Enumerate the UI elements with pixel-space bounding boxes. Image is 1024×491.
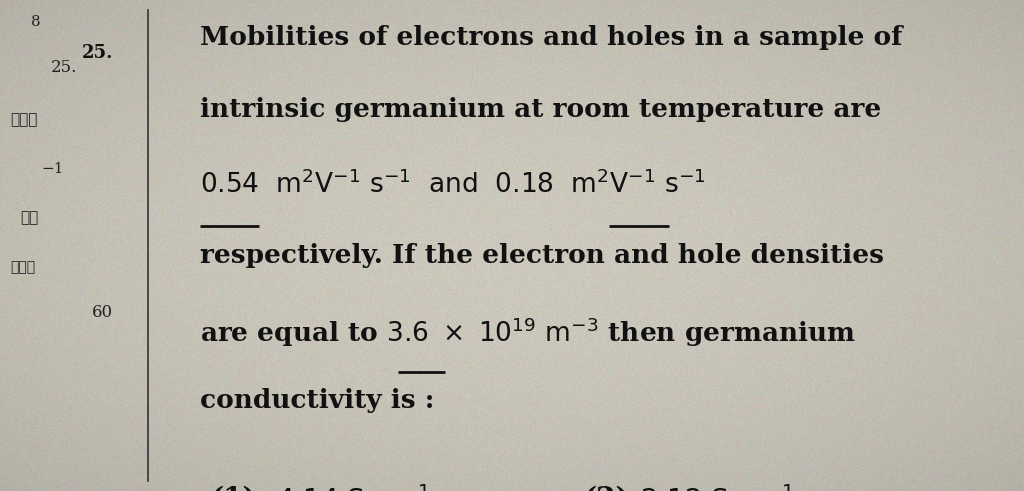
Text: 8: 8	[31, 15, 40, 29]
Text: 25.: 25.	[82, 44, 114, 62]
Text: (1): (1)	[210, 486, 255, 491]
Text: −1: −1	[41, 162, 63, 176]
Text: $0.54\ \ \mathrm{m^2V^{-1}\ s^{-1}}\ \ \mathrm{and}\ \ 0.18\ \ \mathrm{m^2V^{-1}: $0.54\ \ \mathrm{m^2V^{-1}\ s^{-1}}\ \ \…	[200, 170, 706, 198]
Text: $2.12\ \mathrm{S\ m^{-1}}$: $2.12\ \mathrm{S\ m^{-1}}$	[640, 486, 794, 491]
Text: एवं: एवं	[10, 113, 38, 127]
Text: फिर: फिर	[10, 260, 36, 274]
Text: respectively. If the electron and hole densities: respectively. If the electron and hole d…	[200, 243, 884, 268]
Text: 60: 60	[92, 304, 114, 322]
Text: conductivity is :: conductivity is :	[200, 388, 434, 413]
Text: Mobilities of electrons and holes in a sample of: Mobilities of electrons and holes in a s…	[200, 25, 902, 50]
Text: intrinsic germanium at room temperature are: intrinsic germanium at room temperature …	[200, 97, 881, 122]
Text: के: के	[20, 211, 39, 225]
Text: are equal to $3.6\ \times\ 10^{19}\ \mathrm{m^{-3}}$ then germanium: are equal to $3.6\ \times\ 10^{19}\ \mat…	[200, 315, 856, 349]
Text: (2): (2)	[584, 486, 629, 491]
Text: 25.: 25.	[51, 59, 78, 76]
Text: $4.14\ \mathrm{S\ m^{-1}}$: $4.14\ \mathrm{S\ m^{-1}}$	[276, 486, 430, 491]
